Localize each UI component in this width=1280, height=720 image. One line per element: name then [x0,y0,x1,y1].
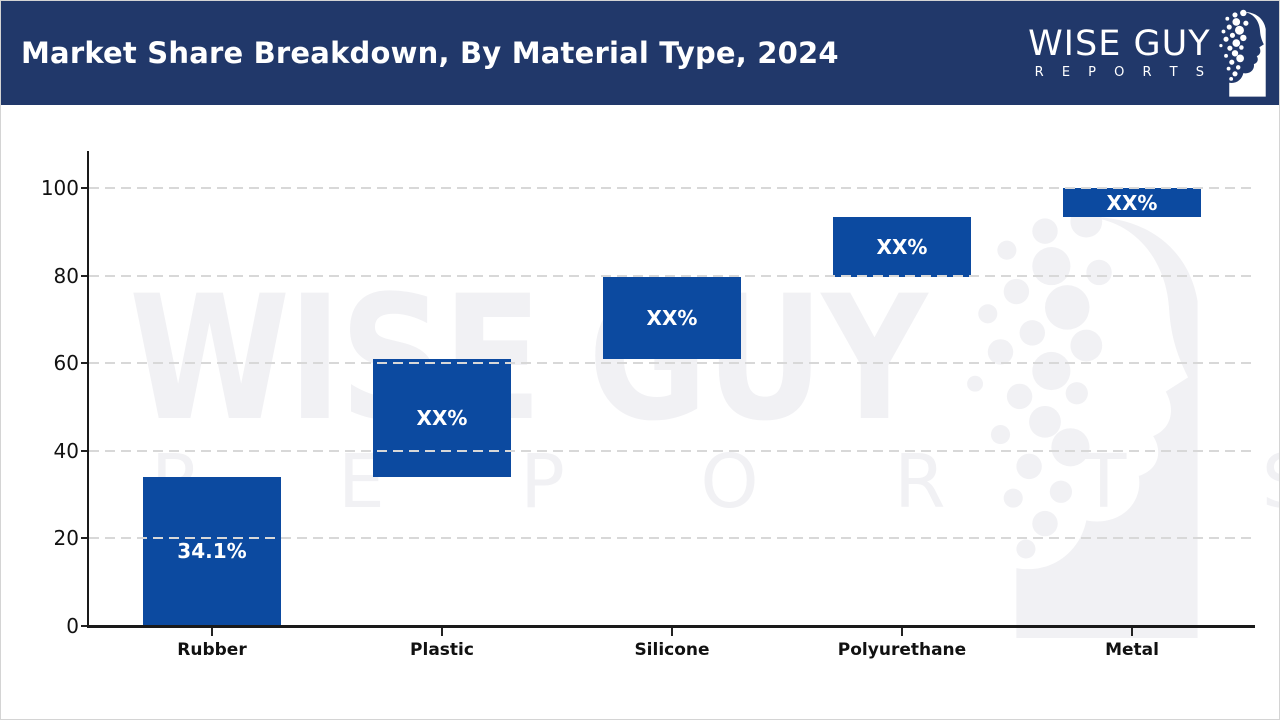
y-tick-label-0: 0 [66,614,79,638]
gridline-100 [89,187,1257,189]
x-tick-silicone [671,628,673,636]
y-tick-20 [81,537,89,540]
y-tick-label-20: 20 [53,526,79,551]
bar-value-label-polyurethane: XX% [876,235,928,260]
bar-plastic: XX% [373,358,511,477]
logo-text: WISE GUY R E P O R T S [1028,24,1211,80]
bar-metal: XX% [1063,188,1201,218]
logo-face-icon [1203,7,1267,97]
watermark-subtext: R E P O R T S [151,439,1280,525]
x-tick-polyurethane [901,628,903,636]
x-axis-line [87,625,1255,628]
y-tick-80 [81,274,89,277]
y-tick-label-80: 80 [53,263,79,288]
x-tick-label-polyurethane: Polyurethane [837,640,967,660]
watermark-wordmark: WISE GUY [129,258,927,459]
y-tick-60 [81,362,89,365]
gridline-40 [89,449,1257,452]
bar-silicone: XX% [603,277,741,359]
x-tick-label-metal: Metal [1105,640,1159,660]
bar-value-label-plastic: XX% [416,405,468,430]
x-tick-label-plastic: Plastic [410,640,474,660]
x-tick-metal [1131,628,1133,636]
x-tick-plastic [441,628,443,636]
gridline-60 [89,362,1257,365]
page-title: Market Share Breakdown, By Material Type… [21,36,839,70]
x-tick-rubber [211,628,213,636]
bar-rubber: 34.1% [143,476,281,626]
y-axis-line [87,151,89,628]
bar-value-label-metal: XX% [1106,190,1158,215]
y-tick-label-100: 100 [40,176,79,200]
logo-wordmark: WISE GUY [1028,24,1211,64]
bar-polyurethane: XX% [833,217,971,278]
x-tick-label-rubber: Rubber [177,640,247,660]
x-tick-label-silicone: Silicone [634,640,710,660]
y-tick-100 [81,187,89,189]
y-tick-0 [81,625,89,627]
y-tick-label-60: 60 [53,351,79,376]
y-tick-40 [81,449,89,452]
bar-value-label-rubber: 34.1% [177,539,247,564]
logo-subtext: R E P O R T S [1034,65,1211,80]
y-tick-label-40: 40 [53,438,79,463]
wiseguy-logo: WISE GUY R E P O R T S [1028,9,1267,97]
header: Market Share Breakdown, By Material Type… [1,1,1279,105]
gridline-20 [89,537,1257,540]
gridline-80 [89,274,1257,277]
bar-value-label-silicone: XX% [646,306,698,331]
